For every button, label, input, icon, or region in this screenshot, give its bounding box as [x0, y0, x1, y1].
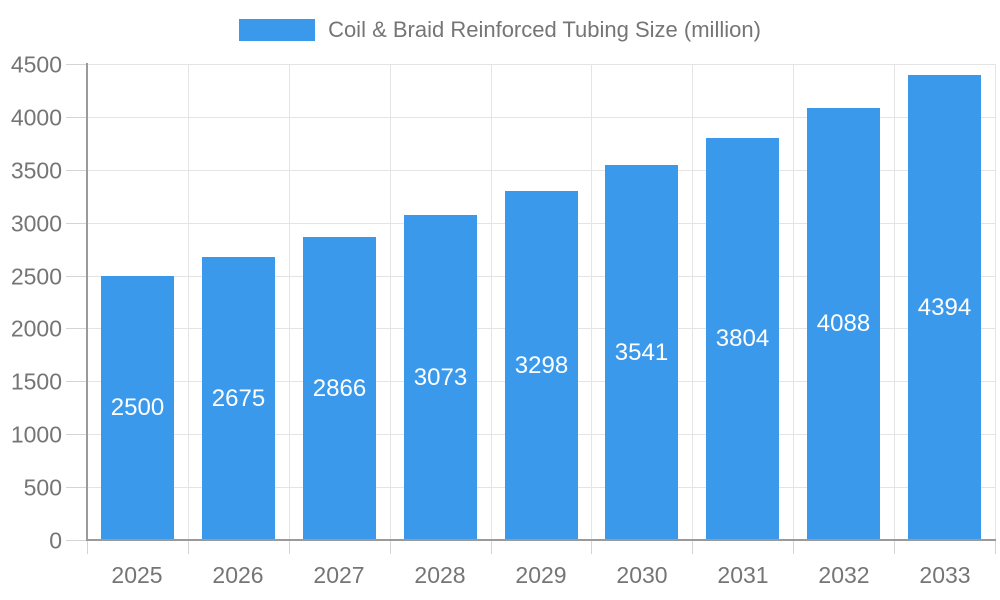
x-gridline	[491, 64, 492, 540]
bar-value-label: 2500	[110, 394, 165, 421]
y-tick	[66, 223, 87, 224]
x-tick-label: 2028	[414, 562, 466, 588]
bar-value-label: 4394	[917, 293, 972, 321]
y-tick-label: 2000	[10, 315, 62, 342]
x-tick	[793, 540, 794, 554]
bar[interactable]: 2866	[303, 237, 376, 540]
bar[interactable]: 3541	[605, 165, 678, 540]
y-tick-label: 4000	[10, 104, 62, 131]
bar[interactable]: 4394	[908, 75, 981, 540]
x-gridline	[188, 64, 189, 540]
y-tick-label: 0	[49, 527, 62, 554]
legend-swatch	[239, 19, 316, 41]
x-tick	[692, 540, 693, 554]
legend[interactable]: Coil & Braid Reinforced Tubing Size (mil…	[0, 17, 1000, 43]
y-tick	[66, 170, 87, 171]
y-tick	[66, 487, 87, 488]
bar-value-label: 3804	[715, 325, 770, 352]
y-tick	[66, 540, 87, 541]
x-gridline	[591, 64, 592, 540]
x-axis-line	[86, 539, 996, 541]
x-tick	[894, 540, 895, 554]
bar[interactable]: 2500	[101, 276, 174, 540]
x-gridline	[995, 64, 996, 540]
x-tick-label: 2033	[919, 562, 971, 588]
x-tick	[188, 540, 189, 554]
y-tick-label: 3000	[10, 210, 62, 237]
y-tick	[66, 64, 87, 65]
y-tick-label: 4500	[10, 51, 62, 78]
bar-value-label: 4088	[816, 310, 871, 337]
x-tick	[995, 540, 996, 554]
bar-value-label: 3298	[514, 351, 569, 379]
y-gridline	[87, 64, 995, 65]
y-tick-label: 500	[23, 474, 62, 501]
bar-value-label: 3073	[413, 363, 468, 391]
bar[interactable]: 3804	[706, 138, 779, 540]
bar[interactable]: 3298	[505, 191, 578, 540]
x-tick	[491, 540, 492, 554]
x-tick-label: 2029	[515, 562, 567, 588]
x-gridline	[894, 64, 895, 540]
x-tick-label: 2031	[717, 562, 769, 588]
x-tick-label: 2027	[313, 562, 365, 588]
x-tick	[390, 540, 391, 554]
bar[interactable]: 2675	[202, 257, 275, 540]
bar[interactable]: 3073	[404, 215, 477, 540]
y-tick-label: 1000	[10, 421, 62, 448]
x-gridline	[692, 64, 693, 540]
x-tick-label: 2030	[616, 562, 668, 588]
y-tick-label: 1500	[10, 368, 62, 395]
x-tick	[591, 540, 592, 554]
bar-value-label: 3541	[614, 338, 669, 366]
x-tick	[87, 540, 88, 554]
y-tick	[66, 434, 87, 435]
x-gridline	[390, 64, 391, 540]
y-tick	[66, 276, 87, 277]
x-gridline	[793, 64, 794, 540]
y-gridline	[87, 117, 995, 118]
x-tick-label: 2032	[818, 562, 870, 588]
x-tick-label: 2026	[212, 562, 264, 588]
y-tick	[66, 117, 87, 118]
x-gridline	[289, 64, 290, 540]
y-axis-line	[86, 63, 88, 541]
bar[interactable]: 4088	[807, 108, 880, 540]
y-tick-label: 2500	[10, 263, 62, 290]
y-tick	[66, 381, 87, 382]
y-tick	[66, 328, 87, 329]
y-gridline	[87, 170, 995, 171]
x-tick-label: 2025	[111, 562, 163, 588]
x-tick	[289, 540, 290, 554]
bar-value-label: 2675	[211, 384, 266, 412]
y-tick-label: 3500	[10, 157, 62, 184]
legend-label: Coil & Braid Reinforced Tubing Size (mil…	[328, 17, 761, 42]
bar-value-label: 2866	[312, 374, 367, 402]
